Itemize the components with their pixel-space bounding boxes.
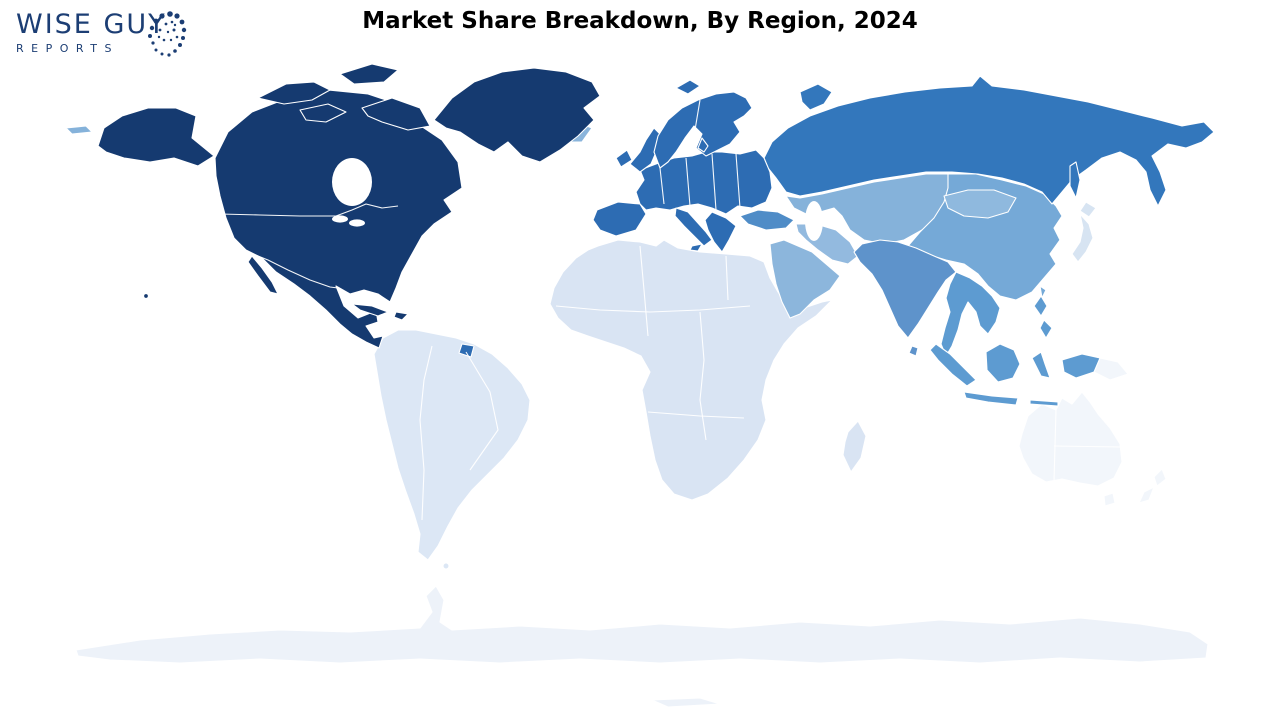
map-region-africa [549,239,833,501]
map-region-cuba [351,303,389,317]
map-region-hispaniola [393,311,409,321]
map-region-sri-lanka [908,345,919,357]
map-region-lesser-sunda [1029,399,1059,407]
map-region-madagascar [842,420,867,473]
map-region-new-guinea-west [1061,353,1101,379]
map-region-philippines-luzon [1033,295,1048,317]
map-region-arctic-island-b [339,63,399,85]
map-region-antarctica-sliver [651,697,721,708]
map-region-french-guiana [458,343,475,358]
map-region-denmark [697,137,709,153]
map-region-sakhalin [1069,161,1081,199]
map-region-antarctica [75,585,1209,664]
map-region-arabia [769,239,841,319]
map-region-sicily [689,243,703,252]
map-region-mongolia [943,189,1017,219]
logo-wordmark: WISE GUY [16,9,167,40]
map-region-tasmania [1103,492,1116,507]
map-region-alaska [97,107,215,167]
map-region-iberia [592,201,647,237]
chart-title: Market Share Breakdown, By Region, 2024 [362,8,918,34]
map-region-sumatra [929,343,977,387]
map-region-svalbard [675,79,701,95]
map-region-australia [1018,391,1123,487]
map-region-japan-hokkaido [1079,201,1097,218]
map-region-baffin-island [361,97,431,131]
map-region-japan-honshu [1071,213,1094,263]
map-region-scandinavia [653,91,753,169]
map-region-ireland [615,149,633,168]
map-region-balkans-greece [704,211,737,253]
country-borders [219,99,1122,521]
map-region-arctic-island-c [299,103,347,123]
map-region-greenland [433,67,601,163]
map-region-sulawesi [1031,351,1051,379]
map-region-arctic-island-a [257,81,331,105]
dotted-head-icon [148,11,187,57]
map-region-taiwan [1039,285,1047,299]
map-region-hawaii [143,293,149,299]
map-region-europe-mainland [635,149,773,215]
map-region-india [853,239,957,339]
map-region-new-zealand-south [1138,486,1155,504]
wise-guy-reports-logo: WISE GUY REPORTS [16,10,206,68]
map-region-south-america [373,329,531,561]
map-region-java [963,391,1019,406]
map-region-italy [674,207,713,247]
map-region-novaya-zemlya [799,83,833,111]
map-region-russia [763,75,1215,207]
map-region-new-zealand-north [1153,468,1167,487]
map-region-borneo [985,343,1021,383]
map-region-falkland-islands [442,562,450,570]
inland-water [332,158,823,241]
map-region-turkey [739,209,795,231]
map-region-philippines-mindanao [1039,319,1053,339]
map-region-southeast-asia-mainland [940,271,1001,357]
map-region-aleutian-islands [65,125,93,135]
map-region-baja-california [247,255,279,295]
logo-subtitle: REPORTS [16,42,119,55]
